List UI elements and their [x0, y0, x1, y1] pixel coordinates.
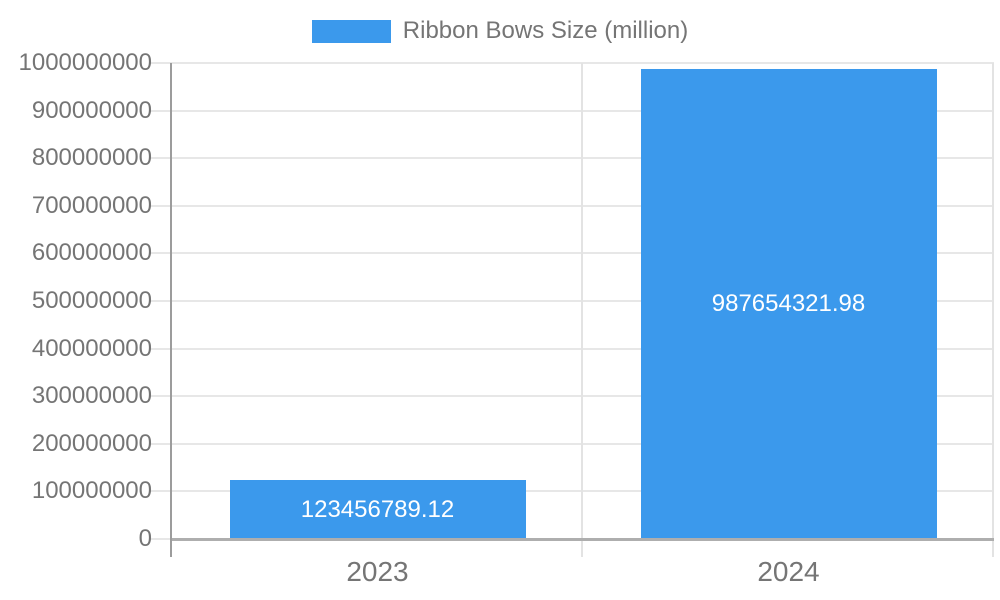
gridline — [150, 62, 994, 64]
bar-value-label: 987654321.98 — [711, 289, 866, 317]
legend: Ribbon Bows Size (million) — [0, 17, 1000, 45]
x-axis-label-2024: 2024 — [757, 556, 820, 587]
y-axis-tick-label: 100000000 — [31, 477, 152, 505]
plot-right-border — [992, 63, 994, 557]
y-axis-tick-label: 1000000000 — [18, 49, 152, 76]
gridline — [150, 204, 994, 207]
gridline — [150, 300, 994, 302]
legend-swatch-icon — [311, 19, 391, 43]
category-split-line — [581, 63, 583, 557]
y-axis-tick-label: 600000000 — [31, 239, 152, 267]
x-axis-line — [172, 538, 994, 541]
legend-label: Ribbon Bows Size (million) — [402, 17, 689, 44]
x-axis-label-2023: 2023 — [346, 556, 409, 587]
y-axis-tick-label: 300000000 — [31, 382, 152, 410]
gridline — [150, 490, 994, 493]
legend-item[interactable]: Ribbon Bows Size (million) — [311, 17, 689, 45]
bar-2024: 987654321.98 — [640, 68, 937, 539]
gridline — [150, 347, 994, 350]
y-axis-tick-label: 0 — [138, 525, 152, 552]
gridline — [150, 109, 994, 112]
y-axis-tick-label: 900000000 — [31, 96, 152, 124]
y-axis-line — [170, 63, 172, 557]
bar-2023: 123456789.12 — [229, 480, 526, 539]
y-axis-tick-label: 400000000 — [31, 334, 152, 362]
plot-area: 1000000000 900000000 800000000 700000000 600… — [19, 49, 994, 587]
gridline — [150, 157, 994, 160]
gridline — [150, 395, 994, 398]
y-axis-tick-label: 200000000 — [31, 429, 152, 457]
bar-value-label: 123456789.12 — [300, 495, 455, 523]
gridline — [150, 442, 994, 445]
y-axis-tick-label: 800000000 — [31, 144, 152, 172]
y-axis-tick-label: 500000000 — [31, 287, 152, 314]
gridline — [150, 252, 994, 255]
y-axis-tick-label: 700000000 — [31, 191, 152, 219]
